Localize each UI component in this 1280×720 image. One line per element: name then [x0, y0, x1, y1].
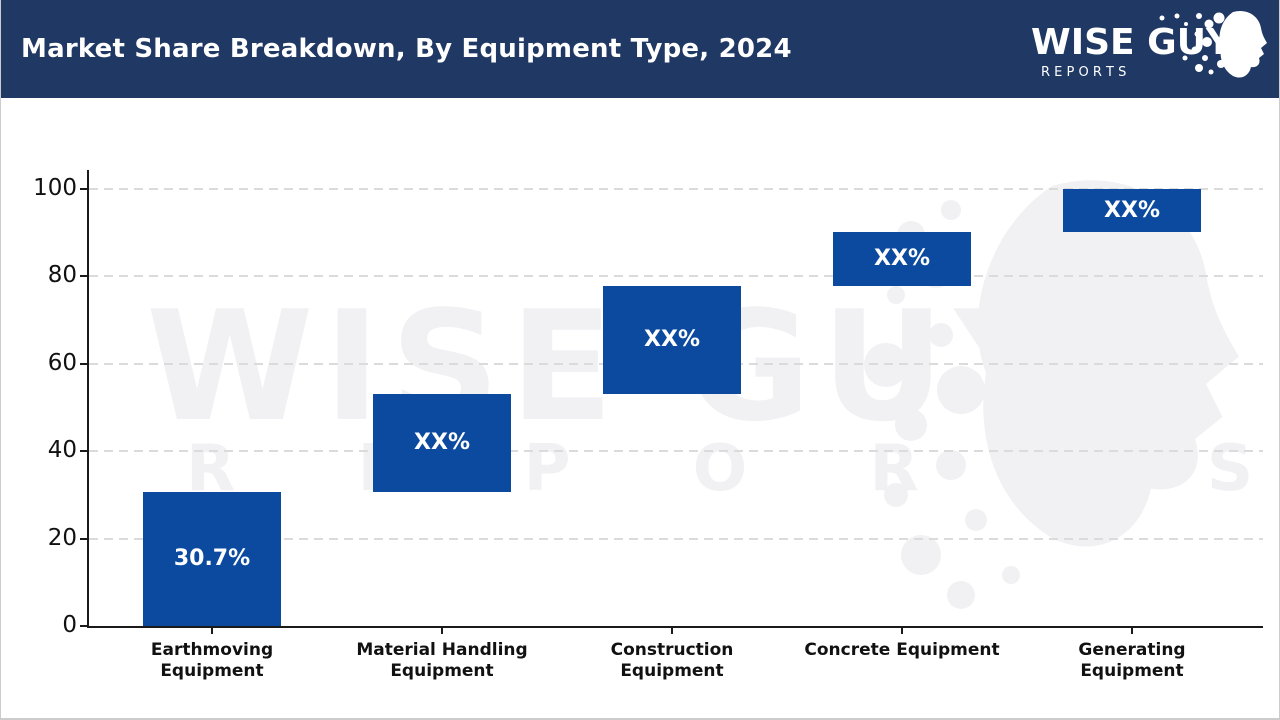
logo-text: WISE GUY — [1031, 22, 1233, 63]
gridline-80 — [89, 275, 1263, 277]
category-label-line: Equipment — [1080, 661, 1184, 681]
category-label-line: Earthmoving — [150, 640, 274, 660]
y-tick-label-40: 40 — [47, 437, 77, 463]
bar-label-earthmoving-equipment: 30.7% — [173, 546, 251, 572]
x-tick-material-handling-equipment — [441, 626, 443, 634]
category-label-line: Material Handling — [356, 640, 528, 660]
x-tick-earthmoving-equipment — [211, 626, 213, 634]
y-tick-0 — [80, 625, 89, 627]
y-tick-label-0: 0 — [62, 612, 77, 638]
y-axis-line — [87, 170, 89, 628]
category-label-material-handling-equipment: Material Handling Equipment — [327, 640, 557, 682]
gridline-40 — [89, 450, 1263, 452]
gridline-100 — [89, 187, 1263, 190]
y-tick-label-20: 20 — [47, 524, 77, 551]
y-tick-40 — [80, 450, 89, 452]
logo-face-icon — [1159, 10, 1267, 78]
category-label-line: Generating — [1078, 640, 1186, 660]
x-axis-line — [87, 626, 1263, 628]
bar-material-handling-equipment: XX% — [373, 393, 511, 492]
x-tick-construction-equipment — [671, 626, 673, 634]
category-label-line: Equipment — [160, 661, 264, 681]
x-tick-concrete-equipment — [901, 626, 903, 634]
bar-earthmoving-equipment: 30.7% — [143, 491, 281, 626]
logo-subtext: R E P O R T S — [1041, 65, 1126, 80]
bar-label-generating-equipment: XX% — [1104, 197, 1160, 223]
y-tick-label-60: 60 — [47, 349, 77, 376]
bar-label-material-handling-equipment: XX% — [414, 430, 470, 456]
category-label-generating-equipment: Generating Equipment — [1017, 640, 1247, 682]
y-tick-80 — [80, 275, 89, 277]
category-label-concrete-equipment: Concrete Equipment — [787, 640, 1017, 661]
category-label-line: Equipment — [390, 661, 494, 681]
bar-construction-equipment: XX% — [603, 285, 741, 394]
category-label-line: Construction — [610, 640, 734, 660]
page-title: Market Share Breakdown, By Equipment Typ… — [21, 34, 792, 64]
category-label-construction-equipment: Construction Equipment — [557, 640, 787, 682]
bar-concrete-equipment: XX% — [833, 231, 971, 286]
wiseguy-logo: WISE GUY R E P O R T S — [1031, 10, 1267, 80]
header-bar: Market Share Breakdown, By Equipment Typ… — [1, 0, 1279, 98]
y-tick-label-80: 80 — [47, 262, 77, 288]
y-tick-100 — [80, 187, 89, 190]
bar-generating-equipment: XX% — [1063, 188, 1201, 232]
category-label-earthmoving-equipment: Earthmoving Equipment — [97, 640, 327, 682]
y-tick-label-100: 100 — [33, 174, 77, 201]
y-tick-60 — [80, 362, 89, 365]
bar-label-construction-equipment: XX% — [644, 327, 700, 353]
category-label-line: Concrete Equipment — [804, 640, 1000, 660]
x-tick-generating-equipment — [1131, 626, 1133, 634]
gridline-20 — [89, 537, 1263, 540]
category-label-line: Equipment — [620, 661, 724, 681]
bar-label-concrete-equipment: XX% — [874, 246, 930, 272]
y-tick-20 — [80, 537, 89, 540]
